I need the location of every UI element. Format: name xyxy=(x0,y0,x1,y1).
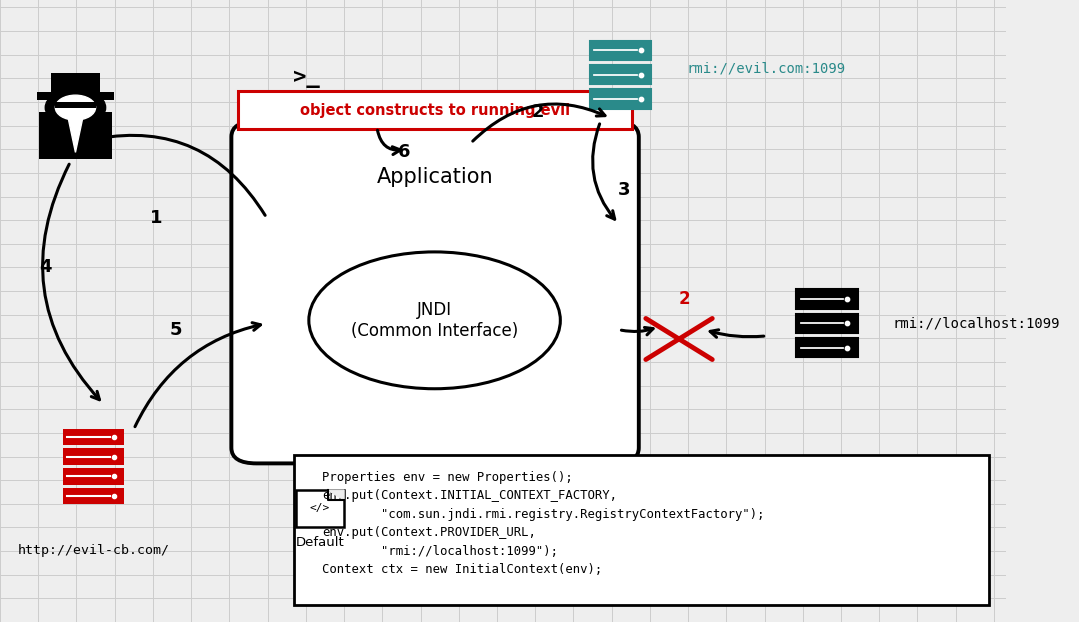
Text: </>: </> xyxy=(310,503,330,513)
FancyBboxPatch shape xyxy=(39,112,111,159)
Text: rmi://evil.com:1099: rmi://evil.com:1099 xyxy=(686,62,845,75)
Text: Properties env = new Properties();
env.put(Context.INITIAL_CONTEXT_FACTORY,
    : Properties env = new Properties(); env.p… xyxy=(322,471,764,577)
Text: 3: 3 xyxy=(617,181,630,198)
Text: Default: Default xyxy=(296,536,344,549)
Text: Application: Application xyxy=(377,167,493,187)
Text: >_: >_ xyxy=(293,68,320,88)
FancyBboxPatch shape xyxy=(590,89,652,109)
FancyBboxPatch shape xyxy=(296,490,344,527)
Polygon shape xyxy=(328,490,344,500)
Text: object constructs to running evil: object constructs to running evil xyxy=(300,103,570,118)
Text: 2: 2 xyxy=(532,103,545,121)
Circle shape xyxy=(45,89,106,126)
FancyBboxPatch shape xyxy=(231,121,639,463)
Circle shape xyxy=(55,95,96,120)
FancyBboxPatch shape xyxy=(64,429,124,445)
Text: JNDI
(Common Interface): JNDI (Common Interface) xyxy=(351,301,518,340)
FancyBboxPatch shape xyxy=(64,468,124,485)
FancyBboxPatch shape xyxy=(52,73,99,96)
FancyBboxPatch shape xyxy=(64,488,124,504)
Text: rmi://localhost:1099: rmi://localhost:1099 xyxy=(892,317,1060,330)
Text: 2: 2 xyxy=(679,290,689,307)
FancyBboxPatch shape xyxy=(796,338,858,358)
FancyBboxPatch shape xyxy=(590,65,652,85)
Polygon shape xyxy=(67,114,83,152)
FancyBboxPatch shape xyxy=(55,102,96,108)
FancyBboxPatch shape xyxy=(293,455,988,605)
FancyBboxPatch shape xyxy=(238,91,632,129)
Text: 4: 4 xyxy=(39,259,52,276)
FancyBboxPatch shape xyxy=(796,313,858,333)
Text: http://evil-cb.com/: http://evil-cb.com/ xyxy=(17,544,169,557)
FancyBboxPatch shape xyxy=(796,289,858,309)
Text: 1: 1 xyxy=(150,209,162,226)
FancyBboxPatch shape xyxy=(37,92,113,100)
FancyBboxPatch shape xyxy=(590,40,652,60)
FancyBboxPatch shape xyxy=(64,448,124,465)
Ellipse shape xyxy=(309,252,560,389)
Text: 5: 5 xyxy=(169,321,182,338)
Text: 6: 6 xyxy=(398,144,410,161)
